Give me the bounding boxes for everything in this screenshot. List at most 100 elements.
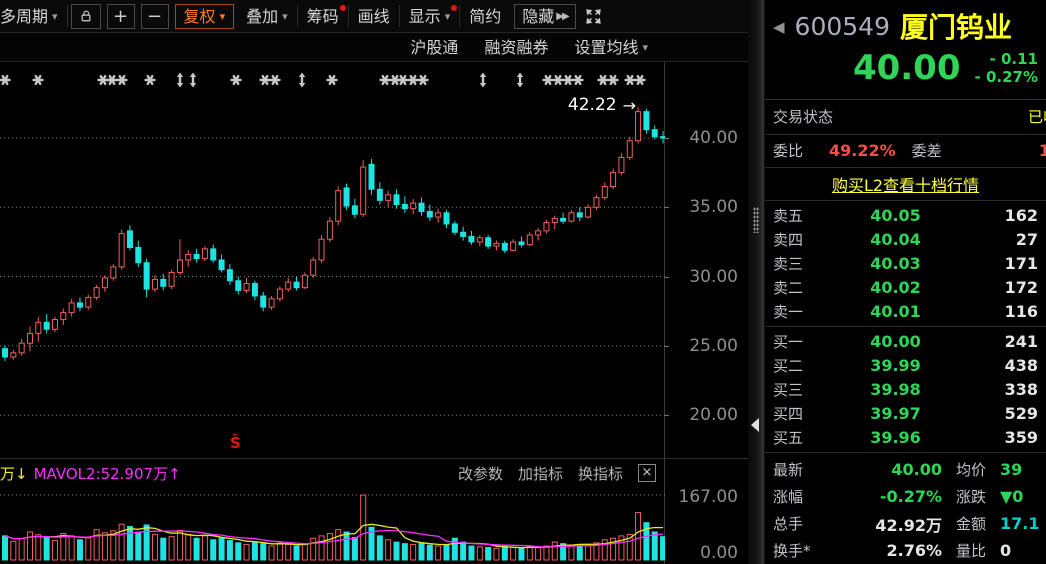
- chart-section: 多周期 ▾ + − 复权 ▾ 叠加 ▾ 筹码: [0, 0, 748, 564]
- ask-label: 卖三: [773, 255, 804, 274]
- stat-label: 量比: [956, 542, 987, 561]
- l2-promo-row: 购买L2查看十档行情: [765, 168, 1046, 202]
- display-dropdown[interactable]: 显示 ▾: [400, 0, 460, 33]
- collapse-left-arrow-icon[interactable]: [751, 418, 759, 432]
- notification-dot: [339, 4, 346, 11]
- expand-icon: [585, 8, 601, 24]
- stat-row-turnover: 换手* 2.76% 量比 0: [765, 537, 1046, 564]
- change-params-link[interactable]: 改参数: [457, 464, 503, 483]
- bid-row-5[interactable]: 买五 39.96 359: [765, 426, 1046, 450]
- zoom-in-button[interactable]: +: [106, 3, 135, 29]
- margin-trading-button[interactable]: 融资融券: [484, 33, 548, 62]
- axis-tick-mark: [665, 415, 669, 417]
- ask-row-3[interactable]: 卖三 40.03 171: [765, 252, 1046, 276]
- simple-mode-label: 简约: [469, 6, 502, 26]
- volume-svg: [0, 494, 667, 561]
- stat-value: 40.00: [891, 460, 942, 480]
- simple-mode-button[interactable]: 简约: [460, 0, 510, 33]
- back-arrow-icon[interactable]: ◀: [773, 18, 785, 36]
- plus-icon: +: [113, 5, 129, 27]
- ask-price: 40.04: [870, 229, 921, 249]
- bid-volume: 241: [1004, 331, 1038, 351]
- bid-row-3[interactable]: 买三 39.98 338: [765, 377, 1046, 401]
- stat-label: 金额: [956, 515, 987, 534]
- ask-volume: 27: [1015, 229, 1038, 249]
- bid-volume: 529: [1004, 404, 1038, 424]
- ask-row-1[interactable]: 卖一 40.01 116: [765, 300, 1046, 324]
- hugutong-button[interactable]: 沪股通: [410, 33, 458, 62]
- axis-tick-mark: [665, 207, 669, 209]
- stat-row-latest: 最新 40.00 均价 39: [765, 456, 1046, 483]
- buy-l2-link[interactable]: 购买L2查看十档行情: [831, 175, 980, 195]
- close-indicator-button[interactable]: ×: [638, 464, 656, 482]
- period-dropdown[interactable]: 多周期 ▾: [0, 0, 67, 33]
- indicator-links: 改参数 加指标 换指标 ×: [458, 463, 664, 484]
- stat-value: 2.76%: [886, 541, 942, 561]
- bid-price: 39.99: [870, 355, 921, 375]
- bid-volume: 438: [1004, 355, 1038, 375]
- hide-label: 隐藏: [522, 6, 555, 26]
- stats-block: 最新 40.00 均价 39 涨幅 -0.27% 涨跌 ▼0 总手 42.92万…: [765, 453, 1046, 564]
- price-axis: 40.00 35.00 30.00 25.00 20.00: [665, 62, 748, 458]
- drag-grip-icon: [753, 207, 759, 233]
- close-icon: ×: [641, 465, 653, 480]
- trade-status-value: 已收: [1027, 108, 1046, 127]
- ask-label: 卖一: [773, 303, 804, 322]
- bid-row-4[interactable]: 买四 39.97 529: [765, 402, 1046, 426]
- change-value: - 0.11: [989, 50, 1038, 68]
- bid-row-1[interactable]: 买一 40.00 241: [765, 329, 1046, 353]
- ask-label: 卖五: [773, 206, 804, 225]
- display-label: 显示: [408, 6, 441, 26]
- minus-icon: −: [147, 5, 163, 27]
- switch-indicator-link[interactable]: 换指标: [577, 464, 623, 483]
- ma-settings-dropdown[interactable]: 设置均线 ▾: [574, 33, 648, 62]
- candlestick-plot[interactable]: 42.22 → Ŝ: [0, 62, 665, 458]
- change-percent: - 0.27%: [974, 68, 1039, 86]
- ask-label: 卖二: [773, 279, 804, 298]
- ask-row-2[interactable]: 卖二 40.02 172: [765, 276, 1046, 300]
- ask-volume: 116: [1004, 302, 1038, 322]
- weibi-row: 委比 49.22% 委差 1: [765, 135, 1046, 168]
- ask-row-4[interactable]: 卖四 40.04 27: [765, 227, 1046, 251]
- ask-volume: 162: [1004, 205, 1038, 225]
- volume-plot[interactable]: 万↓ MAVOL2:52.907万↑ 改参数 加指标 换指标 ×: [0, 459, 667, 564]
- panel-resize-divider[interactable]: [748, 0, 764, 564]
- volume-tick-max: 167.00: [678, 487, 738, 507]
- hide-button[interactable]: 隐藏 ▶▶: [514, 3, 576, 29]
- stock-name: 厦门钨业: [899, 11, 1012, 44]
- axis-tick-mark: [665, 345, 669, 347]
- quote-panel: ◀ 600549 厦门钨业 40.00 - 0.11 - 0.27% 交易状态 …: [764, 0, 1046, 564]
- overlay-dropdown[interactable]: 叠加 ▾: [237, 0, 297, 33]
- ma-settings-label: 设置均线: [574, 37, 639, 57]
- volume-pane: 万↓ MAVOL2:52.907万↑ 改参数 加指标 换指标 × 167.00 …: [0, 458, 748, 564]
- hugutong-label: 沪股通: [410, 37, 459, 57]
- volume-tick-zero: 0.00: [700, 543, 738, 563]
- candlestick-chart-row: 42.22 → Ŝ 40.00 35.00 30.00 25.00 20.00: [0, 62, 748, 458]
- draw-line-button[interactable]: 画线: [349, 0, 399, 33]
- add-indicator-link[interactable]: 加指标: [517, 464, 563, 483]
- zoom-out-button[interactable]: −: [140, 3, 169, 29]
- mavol1-label: 万↓: [0, 464, 28, 483]
- bid-row-2[interactable]: 买二 39.99 438: [765, 353, 1046, 377]
- ask-volume: 172: [1004, 278, 1038, 298]
- stat-value: 17.1: [1000, 514, 1040, 534]
- ask-price: 40.03: [870, 254, 921, 274]
- toolbar-separator: [296, 5, 298, 27]
- lock-button[interactable]: [70, 3, 101, 29]
- ask-label: 卖四: [773, 230, 804, 249]
- price-tick-label: 35.00: [689, 197, 738, 218]
- toolbar-separator: [398, 5, 400, 27]
- mavol2-label: MAVOL2:52.907万↑: [33, 464, 181, 483]
- volume-header: 万↓ MAVOL2:52.907万↑ 改参数 加指标 换指标 ×: [0, 462, 664, 484]
- bid-price: 39.96: [870, 428, 921, 448]
- bid-book: 买一 40.00 241 买二 39.99 438 买三 39.98 338 买四 39.97…: [765, 327, 1046, 454]
- stat-label: 最新: [773, 461, 804, 480]
- fuquan-dropdown[interactable]: 复权 ▾: [174, 3, 235, 29]
- price-tick-label: 25.00: [689, 335, 738, 356]
- fullscreen-button[interactable]: [580, 0, 607, 33]
- ask-price: 40.02: [870, 278, 921, 298]
- chip-distribution-button[interactable]: 筹码: [298, 0, 348, 33]
- ask-row-5[interactable]: 卖五 40.05 162: [765, 203, 1046, 227]
- stat-label: 换手*: [773, 542, 811, 561]
